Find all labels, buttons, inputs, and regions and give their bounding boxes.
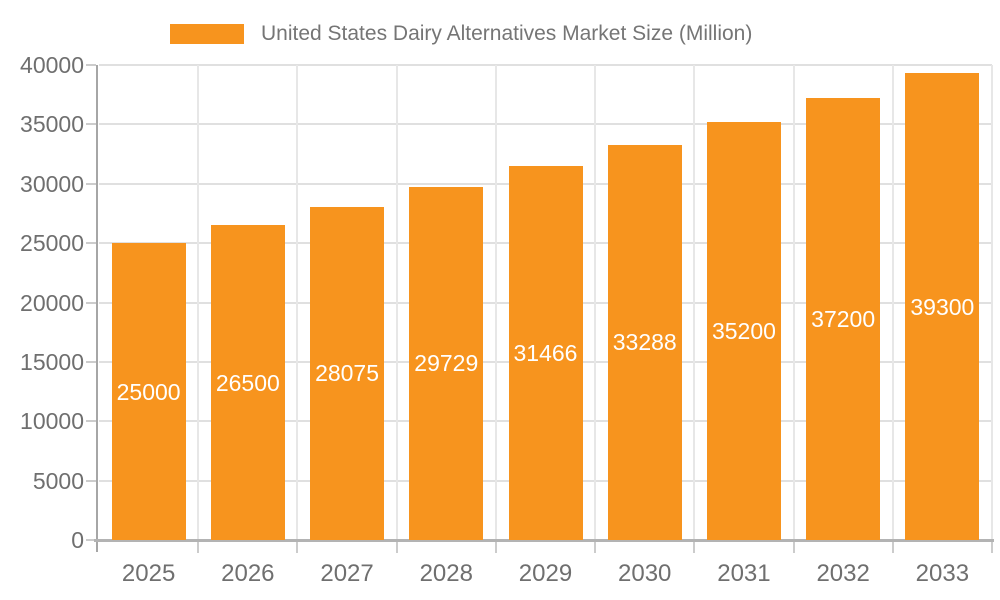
y-axis-tick — [86, 64, 96, 66]
y-axis-tick — [86, 420, 96, 423]
bar-value-label: 35200 — [711, 318, 776, 344]
y-axis-label: 20000 — [20, 289, 84, 316]
y-axis-label: 25000 — [20, 230, 84, 257]
x-axis-label: 2028 — [419, 560, 473, 587]
bar-value-label: 25000 — [116, 378, 181, 405]
x-gridline — [891, 65, 894, 540]
x-gridline — [296, 65, 299, 540]
bar-value-label: 31466 — [513, 340, 578, 367]
x-axis-label: 2029 — [518, 560, 573, 587]
x-axis-label: 2027 — [320, 560, 374, 587]
y-axis-tick — [86, 301, 96, 304]
y-axis-tick — [86, 539, 96, 541]
x-axis-label: 2032 — [816, 560, 870, 587]
bar — [310, 206, 385, 540]
x-axis-tick — [891, 540, 894, 553]
x-axis-tick — [494, 540, 497, 553]
bar — [409, 186, 484, 540]
chart-legend: United States Dairy Alternatives Market … — [170, 22, 752, 46]
x-gridline — [693, 65, 696, 540]
x-gridline — [594, 65, 597, 540]
legend-label: United States Dairy Alternatives Market … — [261, 22, 753, 45]
y-axis-line — [96, 65, 98, 552]
x-gridline — [395, 65, 398, 540]
legend-swatch — [170, 24, 244, 44]
y-axis-label: 15000 — [20, 348, 84, 375]
x-axis-tick — [594, 540, 597, 553]
bar — [905, 73, 980, 540]
bar-value-label: 33288 — [612, 329, 677, 356]
x-axis-label: 2030 — [618, 560, 672, 587]
x-axis-tick — [296, 540, 299, 553]
y-axis-tick — [86, 360, 96, 363]
bar — [806, 98, 881, 540]
x-gridline — [792, 65, 795, 540]
x-gridline — [494, 65, 497, 540]
x-axis-label: 2026 — [221, 560, 275, 587]
bar — [607, 144, 682, 540]
y-axis-tick — [86, 479, 96, 482]
y-axis-label: 10000 — [20, 408, 84, 435]
y-axis-tick — [86, 242, 96, 245]
bar — [508, 166, 583, 540]
y-gridline — [99, 123, 992, 126]
y-axis-label: 40000 — [20, 52, 84, 78]
x-axis-label: 2025 — [121, 560, 176, 587]
x-gridline — [991, 65, 993, 540]
x-axis-tick — [792, 540, 795, 553]
y-axis-label: 35000 — [20, 111, 84, 138]
bar — [210, 225, 285, 540]
x-gridline — [197, 65, 200, 540]
bar — [706, 122, 781, 540]
y-gridline — [99, 64, 992, 66]
y-axis-label: 30000 — [20, 170, 84, 197]
bar — [111, 243, 186, 540]
y-axis-label: 5000 — [32, 467, 84, 494]
bar-value-label: 28075 — [315, 360, 380, 387]
x-axis-label: 2031 — [717, 560, 771, 587]
bar-value-label: 39300 — [910, 293, 975, 320]
x-axis-tick — [197, 540, 200, 553]
y-axis-tick — [86, 182, 96, 185]
y-axis-tick — [86, 123, 96, 126]
bar-value-label: 37200 — [811, 306, 876, 333]
x-axis-line — [94, 539, 994, 542]
x-axis-tick — [395, 540, 398, 553]
bar-value-label: 26500 — [215, 369, 280, 396]
y-axis-label: 0 — [71, 527, 84, 553]
x-axis-label: 2033 — [915, 560, 970, 587]
bar-value-label: 29729 — [414, 350, 479, 377]
x-axis-tick — [693, 540, 696, 553]
x-axis-tick — [991, 540, 993, 553]
